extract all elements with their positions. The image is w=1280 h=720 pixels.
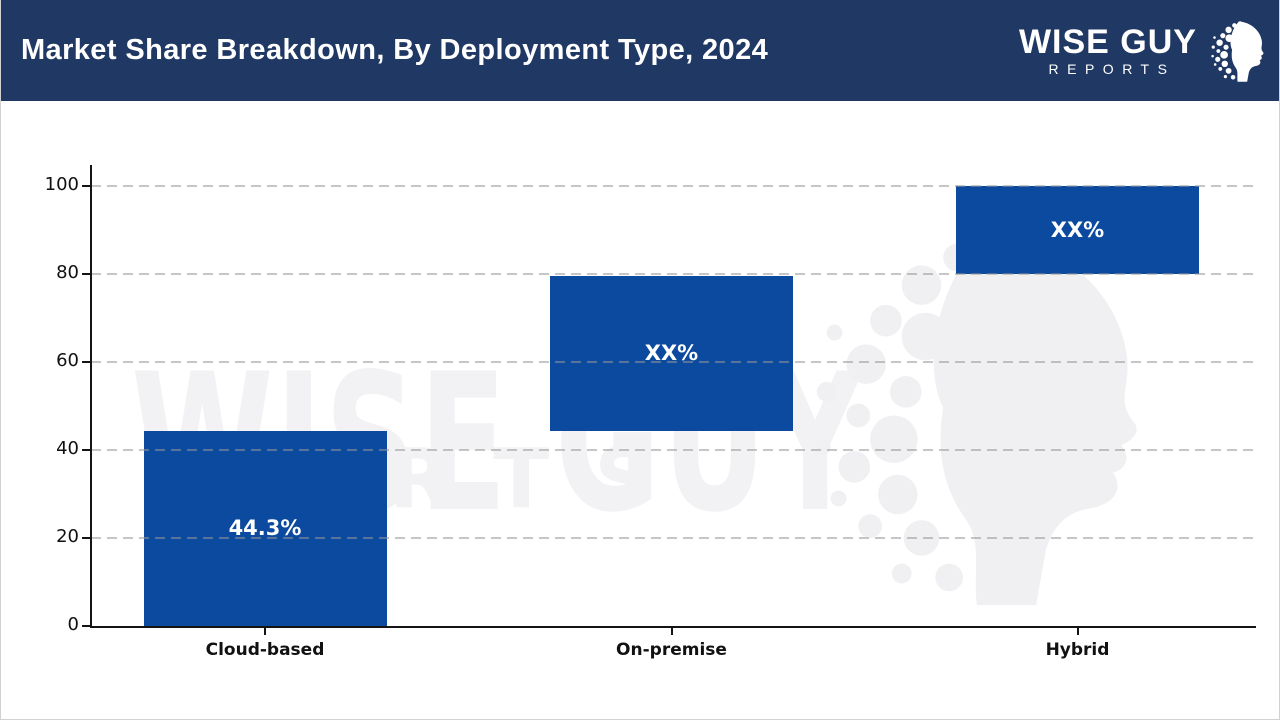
y-tick-mark xyxy=(82,625,91,627)
bar-on-premise: XX% xyxy=(550,275,793,431)
y-axis-spine xyxy=(90,165,92,628)
x-tick-mark xyxy=(264,627,266,635)
y-tick-mark xyxy=(82,536,91,539)
logo-subtext: REPORTS xyxy=(1048,61,1176,77)
y-tick-mark xyxy=(82,360,91,363)
logo-head-icon xyxy=(1203,8,1267,94)
y-tick-label: 60 xyxy=(56,349,79,371)
y-tick-mark xyxy=(82,448,91,451)
x-category-label: On-premise xyxy=(616,640,727,660)
gridline xyxy=(91,272,1256,275)
y-tick-label: 0 xyxy=(67,614,79,635)
header: Market Share Breakdown, By Deployment Ty… xyxy=(1,0,1279,101)
waterfall-chart: WISE GUY PORTS 0 20 40 60 80 100 44.3% Cloud-ba… xyxy=(1,101,1279,719)
bar-value-label: XX% xyxy=(1050,217,1105,242)
bar-value-label: 44.3% xyxy=(228,516,302,541)
page-title: Market Share Breakdown, By Deployment Ty… xyxy=(21,34,769,66)
gridline xyxy=(91,448,1256,451)
watermark-head-icon xyxy=(756,218,1166,613)
y-tick-label: 100 xyxy=(44,173,79,195)
gridline xyxy=(91,360,1256,363)
gridline xyxy=(91,536,1256,539)
y-tick-label: 20 xyxy=(56,525,79,547)
y-tick-mark xyxy=(82,272,91,275)
x-tick-mark xyxy=(1076,627,1079,635)
bar-cloud-based: 44.3% xyxy=(143,430,387,626)
y-tick-mark xyxy=(82,184,91,187)
logo-wordmark: WISE GUY xyxy=(1018,23,1197,61)
wise-guy-logo: WISE GUY REPORTS xyxy=(1019,8,1267,94)
x-tick-mark xyxy=(670,627,673,635)
y-tick-label: 80 xyxy=(56,261,79,283)
y-tick-label: 40 xyxy=(56,437,79,459)
x-axis-spine xyxy=(90,626,1256,628)
logo-text: WISE GUY REPORTS xyxy=(1019,24,1197,77)
x-category-label: Cloud-based xyxy=(205,640,325,660)
gridline xyxy=(91,184,1256,187)
x-category-label: Hybrid xyxy=(1045,640,1110,660)
bar-hybrid: XX% xyxy=(956,185,1199,274)
